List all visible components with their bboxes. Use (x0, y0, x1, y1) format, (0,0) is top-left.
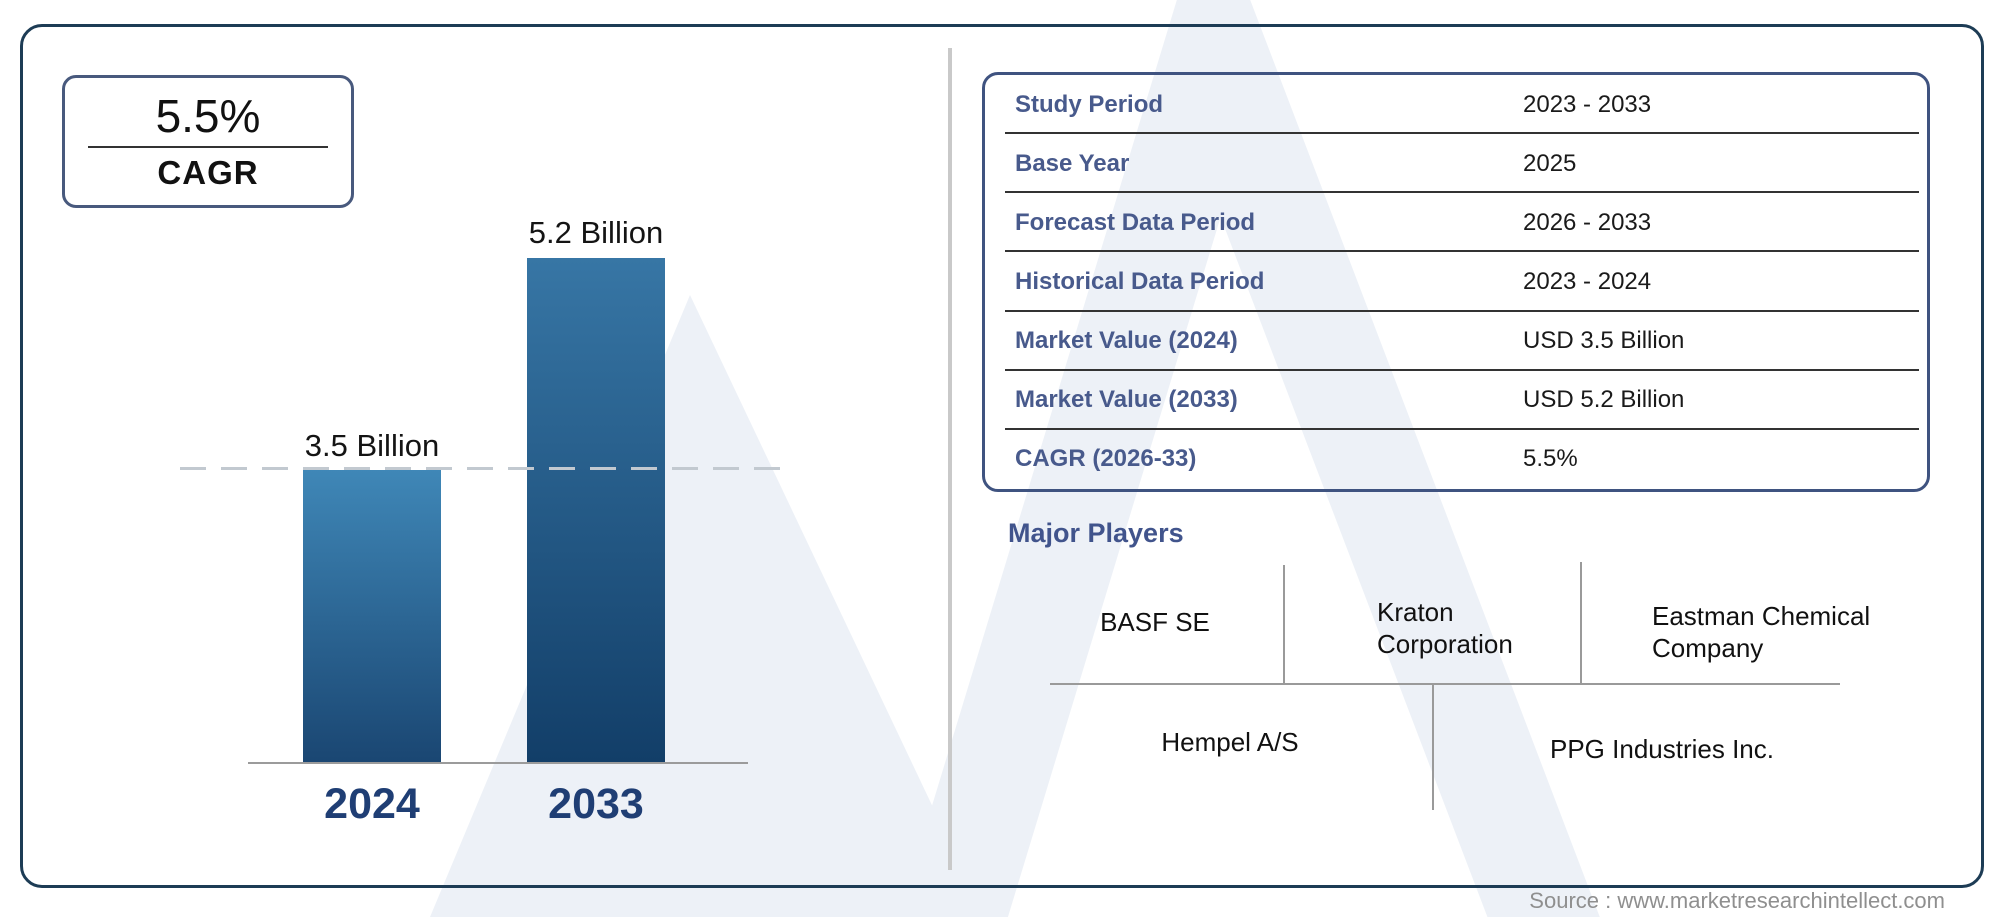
table-row-market-value-2024: Market Value (2024) USD 3.5 Billion (985, 312, 1927, 371)
row-label: Study Period (1015, 90, 1164, 118)
bar-2024-value-label: 3.5 Billion (304, 428, 440, 463)
cagr-badge-label: CAGR (157, 153, 259, 191)
player-basf: BASF SE (1100, 607, 1210, 637)
study-info-table: Study Period 2023 - 2033 Base Year 2025 … (982, 72, 1930, 492)
player-eastman: Eastman Chemical Company (1652, 601, 1871, 663)
row-value: USD 3.5 Billion (1523, 327, 1685, 355)
row-value: 2023 - 2033 (1523, 90, 1652, 118)
table-row-base-year: Base Year 2025 (985, 134, 1927, 194)
x-tick-2024: 2024 (324, 780, 420, 828)
row-value: 2026 - 2033 (1523, 208, 1652, 236)
table-row-market-value-2033: Market Value (2033) USD 5.2 Billion (985, 371, 1927, 430)
x-axis-line (248, 762, 748, 764)
player-hempel: Hempel A/S (1161, 727, 1299, 757)
row-value: 2023 - 2024 (1523, 267, 1652, 295)
reference-dashed-line (180, 467, 792, 470)
players-divider-vertical-1 (1283, 565, 1285, 683)
bar-2033 (527, 258, 665, 763)
row-label: CAGR (2026-33) (1015, 445, 1197, 473)
cagr-badge: 5.5% CAGR (62, 75, 354, 208)
table-row-forecast-period: Forecast Data Period 2026 - 2033 (985, 193, 1927, 253)
cagr-badge-divider (88, 145, 328, 148)
players-divider-vertical-2 (1580, 562, 1582, 683)
bar-2033-value-label: 5.2 Billion (528, 215, 664, 250)
watermark-right-peak (898, 0, 1600, 917)
row-value: 5.5% (1523, 445, 1578, 473)
bar-2024 (303, 470, 441, 763)
row-label: Market Value (2024) (1015, 327, 1238, 355)
table-row-cagr: CAGR (2026-33) 5.5% (985, 430, 1927, 489)
player-kraton: Kraton Corporation (1377, 597, 1513, 659)
panel-divider (948, 48, 952, 870)
table-row-study-period: Study Period 2023 - 2033 (985, 75, 1927, 135)
row-label: Forecast Data Period (1015, 208, 1256, 236)
major-players-heading: Major Players (1008, 518, 1184, 548)
x-tick-2033: 2033 (548, 780, 644, 828)
source-note: Source : www.marketresearchintellect.com (1529, 888, 1945, 913)
row-label: Market Value (2033) (1015, 386, 1238, 414)
main-border-frame (20, 24, 1984, 888)
player-ppg: PPG Industries Inc. (1550, 734, 1774, 764)
players-divider-horizontal (1050, 683, 1840, 685)
row-label: Historical Data Period (1015, 267, 1265, 295)
players-divider-vertical-3 (1432, 683, 1434, 810)
table-row-historical-period: Historical Data Period 2023 - 2024 (985, 252, 1927, 312)
cagr-badge-value: 5.5% (155, 90, 261, 143)
row-label: Base Year (1015, 149, 1130, 177)
row-value: USD 5.2 Billion (1523, 386, 1685, 414)
row-value: 2025 (1523, 149, 1577, 177)
